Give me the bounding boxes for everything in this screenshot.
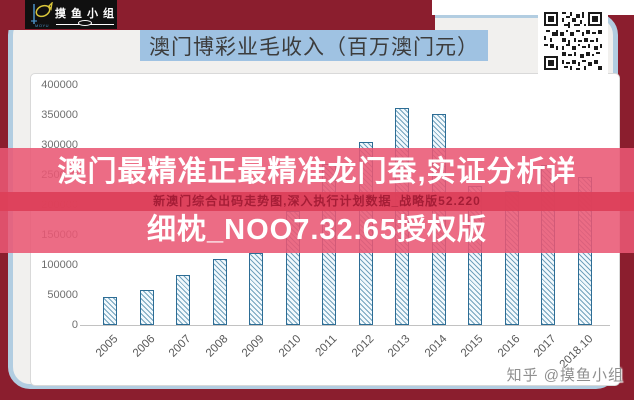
logo-underline bbox=[56, 19, 114, 26]
chart-title-bar: 澳门博彩业毛收入（百万澳门元） bbox=[140, 30, 488, 61]
y-tick-label: 400000 bbox=[41, 79, 78, 91]
promo-sub-stripe: 新澳门综合出码走势图,深入执行计划数据_战略版52.220 bbox=[0, 192, 634, 211]
bar-2009 bbox=[249, 253, 263, 325]
y-tick-label: 100000 bbox=[41, 259, 78, 271]
logo-subtext: MOYU bbox=[35, 22, 49, 28]
y-tick-label: 50000 bbox=[47, 289, 78, 301]
promo-text-line2: 细枕_NOO7.32.65授权版 bbox=[147, 214, 487, 246]
promo-overlay-banner: 新澳门综合出码走势图,深入执行计划数据_战略版52.220 澳门最精准正最精准龙… bbox=[0, 148, 634, 253]
bar-2008 bbox=[212, 259, 227, 325]
promo-text-line1: 澳门最精准正最精准龙门蚕,实证分析详 bbox=[57, 156, 577, 188]
zhihu-watermark: 知乎 @摸鱼小组 bbox=[506, 367, 624, 384]
bar-2006 bbox=[139, 290, 154, 325]
promo-sub-text: 新澳门综合出码走势图,深入执行计划数据_战略版52.220 bbox=[153, 194, 481, 208]
y-tick-label: 0 bbox=[71, 319, 78, 331]
bar-2005 bbox=[103, 297, 117, 325]
logo-text: 摸鱼小组 bbox=[53, 5, 119, 26]
fish-icon: MOYU bbox=[29, 0, 53, 28]
chart-title: 澳门博彩业毛收入（百万澳门元） bbox=[149, 35, 479, 59]
qr-code bbox=[538, 6, 608, 76]
brand-logo: MOYU 摸鱼小组 bbox=[25, 0, 117, 29]
small-fish-icon bbox=[78, 19, 92, 26]
y-tick-label: 350000 bbox=[41, 109, 78, 121]
qr-code-icon bbox=[544, 12, 602, 70]
bar-2007 bbox=[176, 275, 190, 325]
logo-brand-label: 摸鱼小组 bbox=[55, 7, 119, 20]
x-axis-line bbox=[80, 325, 610, 326]
